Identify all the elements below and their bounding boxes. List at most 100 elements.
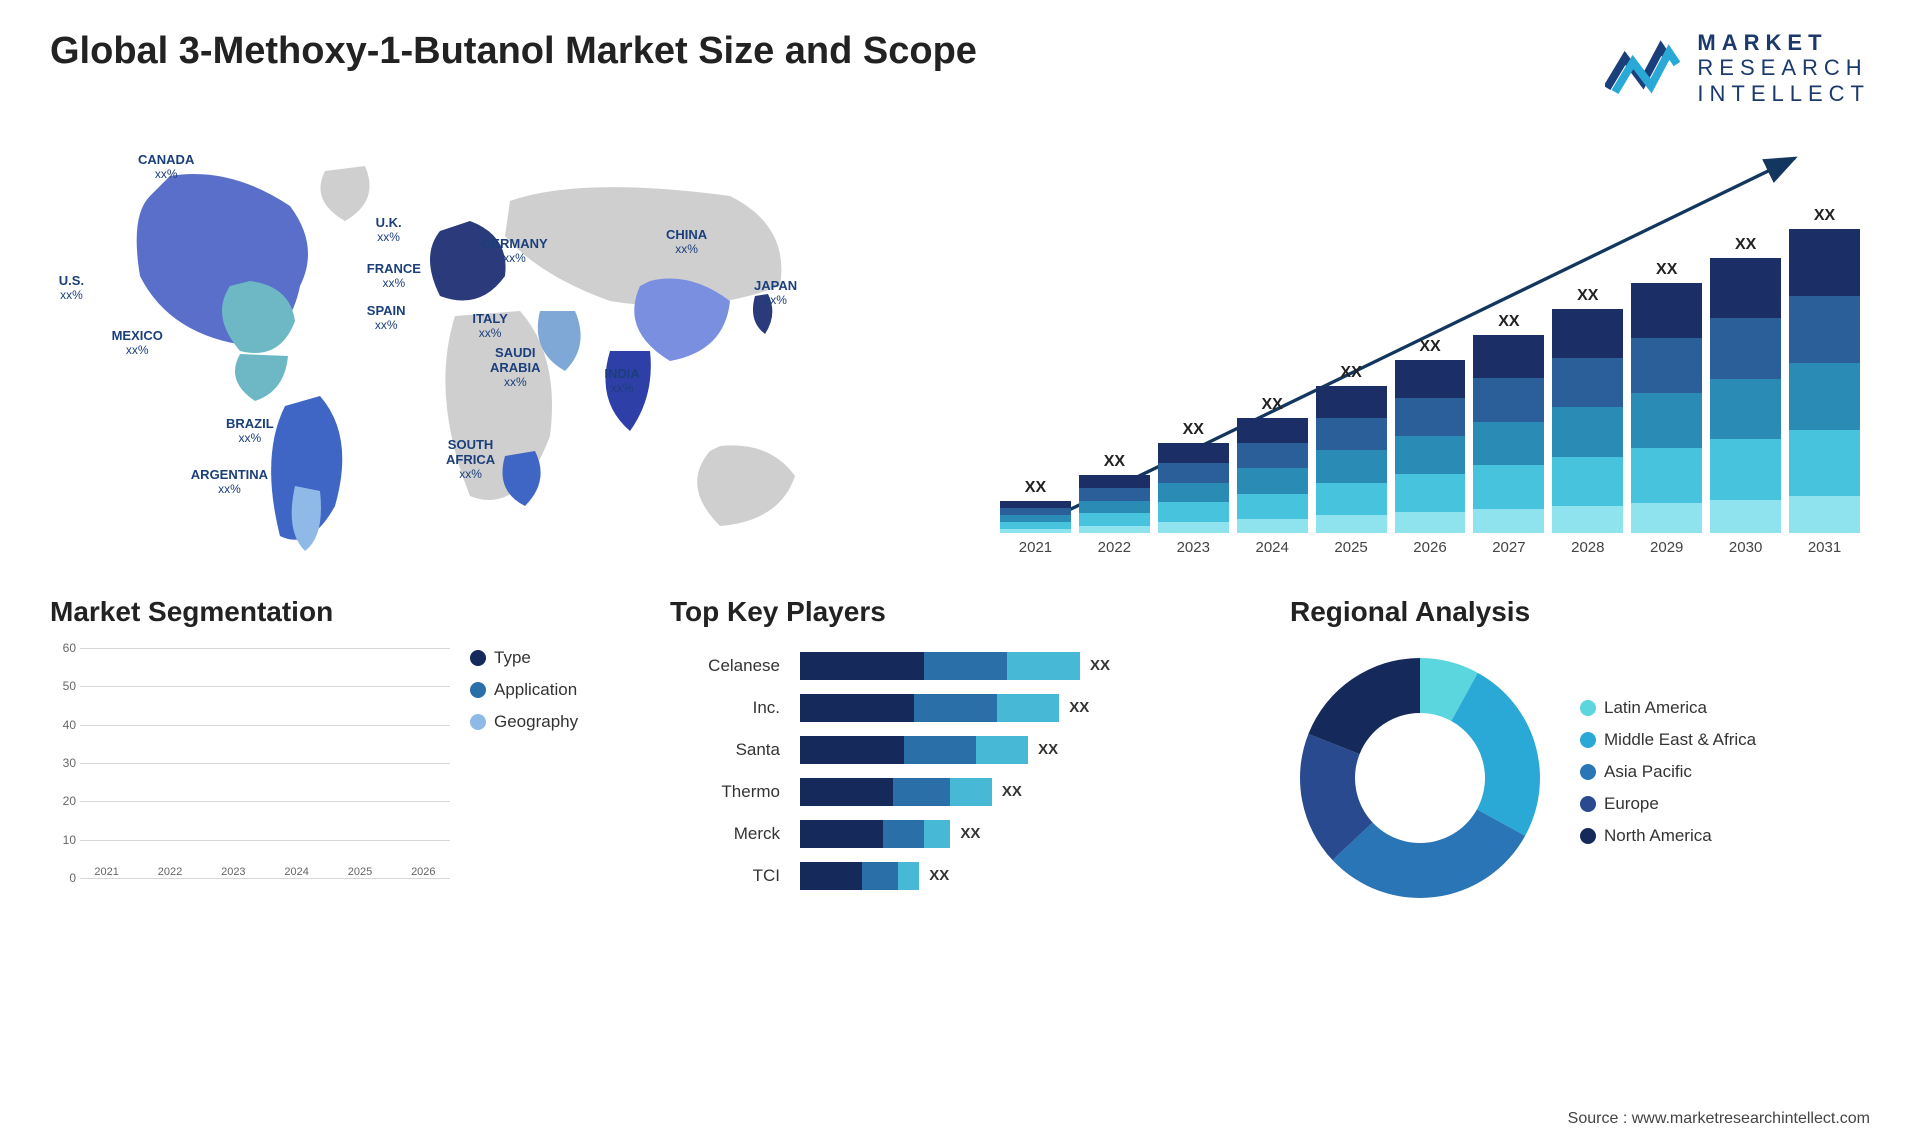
logo-mark-icon [1605,38,1685,98]
segmentation-column: 2022 [143,860,196,878]
players-panel: Top Key Players CelaneseInc.SantaThermoM… [670,596,1250,908]
player-name: Inc. [670,694,780,722]
y-tick-label: 10 [63,833,76,847]
bottom-row: Market Segmentation 0102030405060 202120… [50,596,1870,908]
legend-swatch-icon [470,714,486,730]
legend-item: Application [470,680,630,700]
brand-logo: MARKET RESEARCH INTELLECT [1605,30,1870,106]
player-name: Thermo [670,778,780,806]
legend-label: Europe [1604,794,1659,814]
forecast-column: XX2028 [1552,287,1623,556]
forecast-chart: XX2021XX2022XX2023XX2024XX2025XX2026XX20… [990,136,1870,556]
x-tick-label: 2022 [158,866,182,878]
legend-item: Type [470,648,630,668]
legend-label: Type [494,648,531,668]
legend-item: Asia Pacific [1580,762,1756,782]
y-tick-label: 0 [69,871,76,885]
page-title: Global 3-Methoxy-1-Butanol Market Size a… [50,30,977,73]
player-value-label: XX [1069,699,1089,716]
forecast-value-label: XX [1419,338,1440,356]
segmentation-chart: 0102030405060 202120222023202420252026 [50,648,450,908]
forecast-column: XX2026 [1395,338,1466,556]
player-value-label: XX [960,825,980,842]
legend-item: Europe [1580,794,1756,814]
forecast-value-label: XX [1340,364,1361,382]
legend-item: North America [1580,826,1756,846]
legend-swatch-icon [1580,764,1596,780]
player-value-label: XX [1002,783,1022,800]
forecast-year-label: 2023 [1177,539,1210,556]
players-chart: CelaneseInc.SantaThermoMerckTCI XXXXXXXX… [670,648,1250,890]
donut-slice [1308,658,1420,754]
donut-slice [1451,673,1540,836]
player-value-label: XX [1090,657,1110,674]
header: Global 3-Methoxy-1-Butanol Market Size a… [50,30,1870,106]
x-tick-label: 2023 [221,866,245,878]
forecast-column: XX2024 [1237,396,1308,556]
forecast-value-label: XX [1735,236,1756,254]
player-row: XX [800,652,1250,680]
legend-label: Geography [494,712,578,732]
regional-donut-chart [1290,648,1550,908]
segmentation-legend: Type Application Geography [470,648,630,908]
logo-text: MARKET RESEARCH INTELLECT [1697,30,1870,106]
player-name: Celanese [670,652,780,680]
forecast-year-label: 2025 [1334,539,1367,556]
forecast-year-label: 2022 [1098,539,1131,556]
legend-swatch-icon [1580,700,1596,716]
forecast-column: XX 2023 [1158,421,1229,556]
y-tick-label: 40 [63,718,76,732]
legend-label: Asia Pacific [1604,762,1692,782]
forecast-year-label: 2031 [1808,539,1841,556]
forecast-year-label: 2029 [1650,539,1683,556]
map-label: BRAZILxx% [226,417,274,446]
forecast-column: XX 2031 [1789,207,1860,556]
forecast-value-label: XX [1025,479,1046,497]
forecast-value-label: XX [1104,453,1125,471]
x-tick-label: 2026 [411,866,435,878]
segmentation-column: 2025 [333,860,386,878]
player-row: XX [800,694,1250,722]
legend-swatch-icon [1580,732,1596,748]
x-tick-label: 2024 [284,866,308,878]
player-name: Merck [670,820,780,848]
forecast-year-label: 2027 [1492,539,1525,556]
map-label: FRANCExx% [367,262,421,291]
map-label: CANADAxx% [138,153,194,182]
world-map: CANADAxx%U.S.xx%MEXICOxx%BRAZILxx%ARGENT… [50,136,930,556]
legend-swatch-icon [470,650,486,666]
map-label: U.S.xx% [59,274,84,303]
forecast-value-label: XX [1577,287,1598,305]
x-tick-label: 2025 [348,866,372,878]
regional-legend: Latin America Middle East & Africa Asia Pa… [1580,698,1756,858]
player-row: XX [800,820,1250,848]
map-label: MEXICOxx% [112,329,163,358]
regional-title: Regional Analysis [1290,596,1870,628]
forecast-column: XX 2022 [1079,453,1150,556]
map-label: SPAINxx% [367,304,406,333]
forecast-column: XX2030 [1710,236,1781,556]
legend-label: North America [1604,826,1712,846]
map-label: INDIAxx% [604,367,639,396]
forecast-year-label: 2021 [1019,539,1052,556]
legend-swatch-icon [470,682,486,698]
map-label: GERMANYxx% [481,237,547,266]
forecast-column: XX 2025 [1316,364,1387,556]
player-row: XX [800,778,1250,806]
legend-swatch-icon [1580,828,1596,844]
map-label: CHINAxx% [666,228,707,257]
legend-label: Middle East & Africa [1604,730,1756,750]
forecast-value-label: XX [1814,207,1835,225]
regional-panel: Regional Analysis Latin America Middle Ea… [1290,596,1870,908]
map-label: U.K.xx% [376,216,402,245]
legend-label: Latin America [1604,698,1707,718]
forecast-value-label: XX [1183,421,1204,439]
player-value-label: XX [1038,741,1058,758]
legend-item: Latin America [1580,698,1756,718]
segmentation-column: 2024 [270,860,323,878]
player-row: XX [800,862,1250,890]
forecast-value-label: XX [1262,396,1283,414]
legend-item: Middle East & Africa [1580,730,1756,750]
y-tick-label: 30 [63,756,76,770]
forecast-value-label: XX [1656,261,1677,279]
